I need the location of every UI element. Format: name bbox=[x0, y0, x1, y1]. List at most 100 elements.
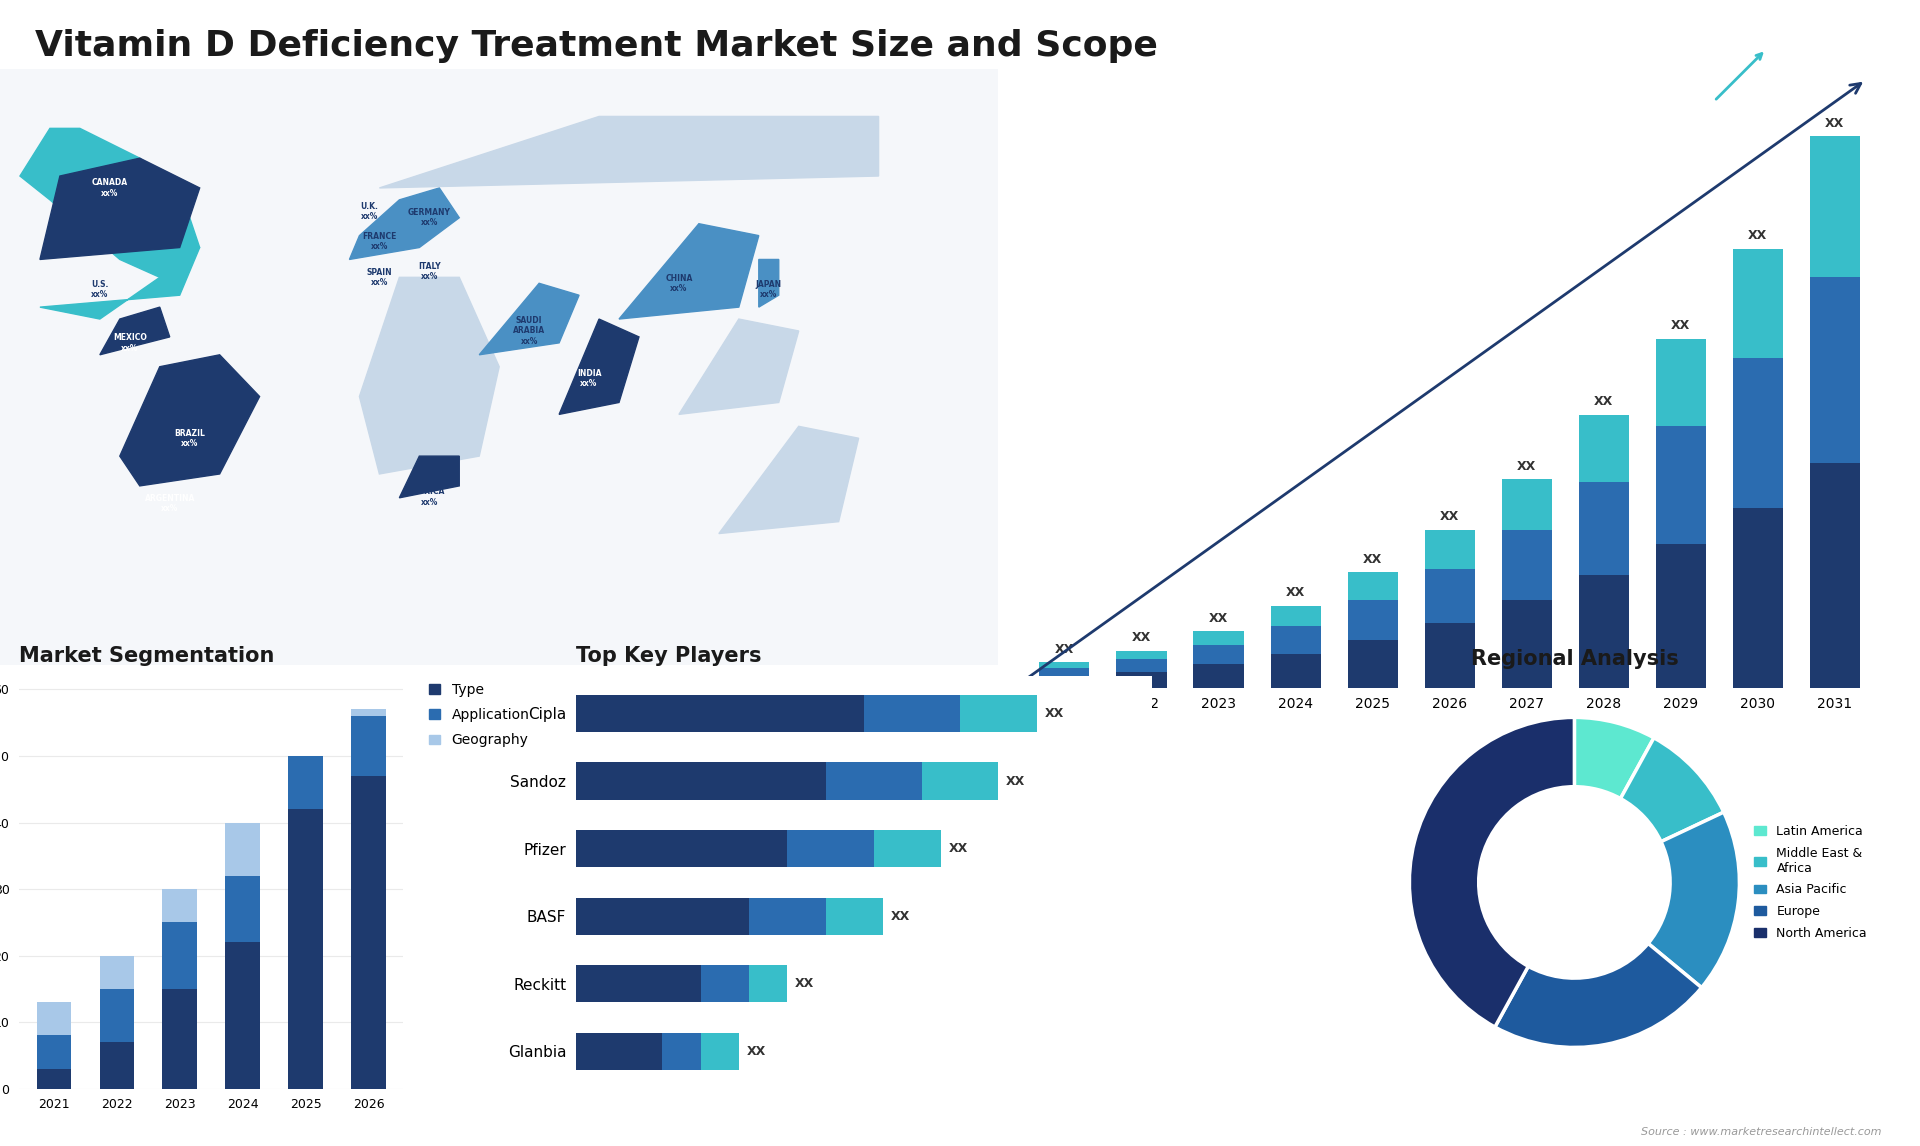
Text: XX: XX bbox=[1594, 395, 1613, 408]
Bar bbox=[36, 1069, 71, 1089]
Text: CANADA
xx%: CANADA xx% bbox=[92, 179, 129, 197]
Bar bbox=[874, 830, 941, 868]
Bar bbox=[749, 965, 787, 1003]
Polygon shape bbox=[100, 307, 169, 355]
Polygon shape bbox=[380, 117, 879, 188]
Bar bbox=[1732, 249, 1784, 359]
Bar bbox=[1425, 531, 1475, 570]
Polygon shape bbox=[480, 283, 580, 355]
Bar bbox=[1039, 662, 1089, 668]
Wedge shape bbox=[1574, 717, 1653, 799]
Text: XX: XX bbox=[1054, 643, 1073, 656]
Polygon shape bbox=[399, 456, 459, 497]
Text: BRAZIL
xx%: BRAZIL xx% bbox=[175, 429, 205, 448]
Bar bbox=[1348, 572, 1398, 601]
Legend: Latin America, Middle East &
Africa, Asia Pacific, Europe, North America: Latin America, Middle East & Africa, Asi… bbox=[1755, 825, 1866, 940]
Bar bbox=[1732, 359, 1784, 508]
Text: SAUDI
ARABIA
xx%: SAUDI ARABIA xx% bbox=[513, 316, 545, 346]
Bar bbox=[1116, 672, 1167, 688]
Bar bbox=[1732, 508, 1784, 688]
Text: ITALY
xx%: ITALY xx% bbox=[419, 261, 440, 281]
Bar bbox=[1348, 601, 1398, 639]
Bar bbox=[1655, 426, 1705, 544]
Bar bbox=[1194, 645, 1244, 664]
Text: MEXICO
xx%: MEXICO xx% bbox=[113, 333, 146, 353]
Polygon shape bbox=[559, 319, 639, 415]
Text: XX: XX bbox=[1670, 319, 1690, 332]
Bar bbox=[1501, 601, 1551, 688]
Polygon shape bbox=[359, 277, 499, 474]
Bar bbox=[576, 694, 864, 732]
Text: XX: XX bbox=[1044, 707, 1064, 720]
Bar bbox=[36, 1003, 71, 1036]
Polygon shape bbox=[40, 158, 200, 259]
Bar bbox=[1116, 651, 1167, 659]
Bar bbox=[576, 897, 749, 935]
Bar bbox=[100, 989, 134, 1042]
Bar bbox=[701, 1033, 739, 1070]
Bar bbox=[1348, 639, 1398, 688]
Wedge shape bbox=[1409, 717, 1574, 1027]
Bar bbox=[288, 756, 323, 809]
Bar bbox=[922, 762, 998, 800]
Bar bbox=[1655, 544, 1705, 688]
Text: Top Key Players: Top Key Players bbox=[576, 646, 762, 666]
Bar bbox=[288, 809, 323, 1089]
Bar bbox=[1501, 479, 1551, 531]
Text: ARGENTINA
xx%: ARGENTINA xx% bbox=[144, 494, 196, 513]
Polygon shape bbox=[618, 223, 758, 319]
Polygon shape bbox=[19, 128, 200, 277]
Bar bbox=[701, 965, 749, 1003]
Text: XX: XX bbox=[1133, 631, 1152, 644]
Bar bbox=[749, 897, 826, 935]
Title: Regional Analysis: Regional Analysis bbox=[1471, 649, 1678, 669]
Bar bbox=[351, 716, 386, 776]
Text: XX: XX bbox=[1826, 117, 1845, 129]
Bar bbox=[1425, 570, 1475, 623]
Wedge shape bbox=[1647, 813, 1740, 988]
Bar bbox=[576, 1033, 662, 1070]
Polygon shape bbox=[40, 248, 200, 319]
Bar bbox=[576, 762, 826, 800]
Polygon shape bbox=[119, 355, 259, 486]
Bar bbox=[1578, 482, 1628, 575]
Bar bbox=[960, 694, 1037, 732]
Text: XX: XX bbox=[1286, 587, 1306, 599]
Wedge shape bbox=[1496, 943, 1701, 1047]
Bar bbox=[100, 956, 134, 989]
Bar bbox=[100, 1042, 134, 1089]
Bar bbox=[351, 776, 386, 1089]
Bar bbox=[225, 876, 259, 942]
Polygon shape bbox=[680, 319, 799, 415]
Bar bbox=[1655, 339, 1705, 426]
Text: XX: XX bbox=[1006, 775, 1025, 787]
Bar bbox=[1116, 659, 1167, 672]
Bar bbox=[1811, 136, 1860, 277]
Bar bbox=[1578, 415, 1628, 482]
Text: INDIA
xx%: INDIA xx% bbox=[576, 369, 601, 388]
Bar bbox=[1578, 575, 1628, 688]
Legend: Type, Application, Geography: Type, Application, Geography bbox=[430, 683, 530, 747]
Text: U.K.
xx%: U.K. xx% bbox=[361, 202, 378, 221]
Text: XX: XX bbox=[1517, 460, 1536, 472]
Text: XX: XX bbox=[795, 978, 814, 990]
Bar bbox=[163, 923, 198, 989]
Text: XX: XX bbox=[1363, 552, 1382, 565]
Polygon shape bbox=[758, 259, 780, 307]
Bar bbox=[225, 823, 259, 876]
Bar bbox=[1271, 606, 1321, 626]
Text: SOUTH
AFRICA
xx%: SOUTH AFRICA xx% bbox=[413, 477, 445, 507]
Bar bbox=[576, 965, 701, 1003]
Text: U.S.
xx%: U.S. xx% bbox=[90, 280, 109, 299]
Text: MARKET
RESEARCH
INTELLECT: MARKET RESEARCH INTELLECT bbox=[1797, 56, 1843, 86]
Text: SPAIN
xx%: SPAIN xx% bbox=[367, 268, 392, 286]
Bar bbox=[163, 989, 198, 1089]
Bar bbox=[1271, 626, 1321, 654]
Bar bbox=[1039, 676, 1089, 688]
Bar bbox=[1811, 277, 1860, 463]
Text: XX: XX bbox=[1440, 510, 1459, 524]
Bar bbox=[351, 709, 386, 716]
Text: FRANCE
xx%: FRANCE xx% bbox=[363, 231, 397, 251]
Text: XX: XX bbox=[747, 1045, 766, 1058]
Bar bbox=[787, 830, 874, 868]
